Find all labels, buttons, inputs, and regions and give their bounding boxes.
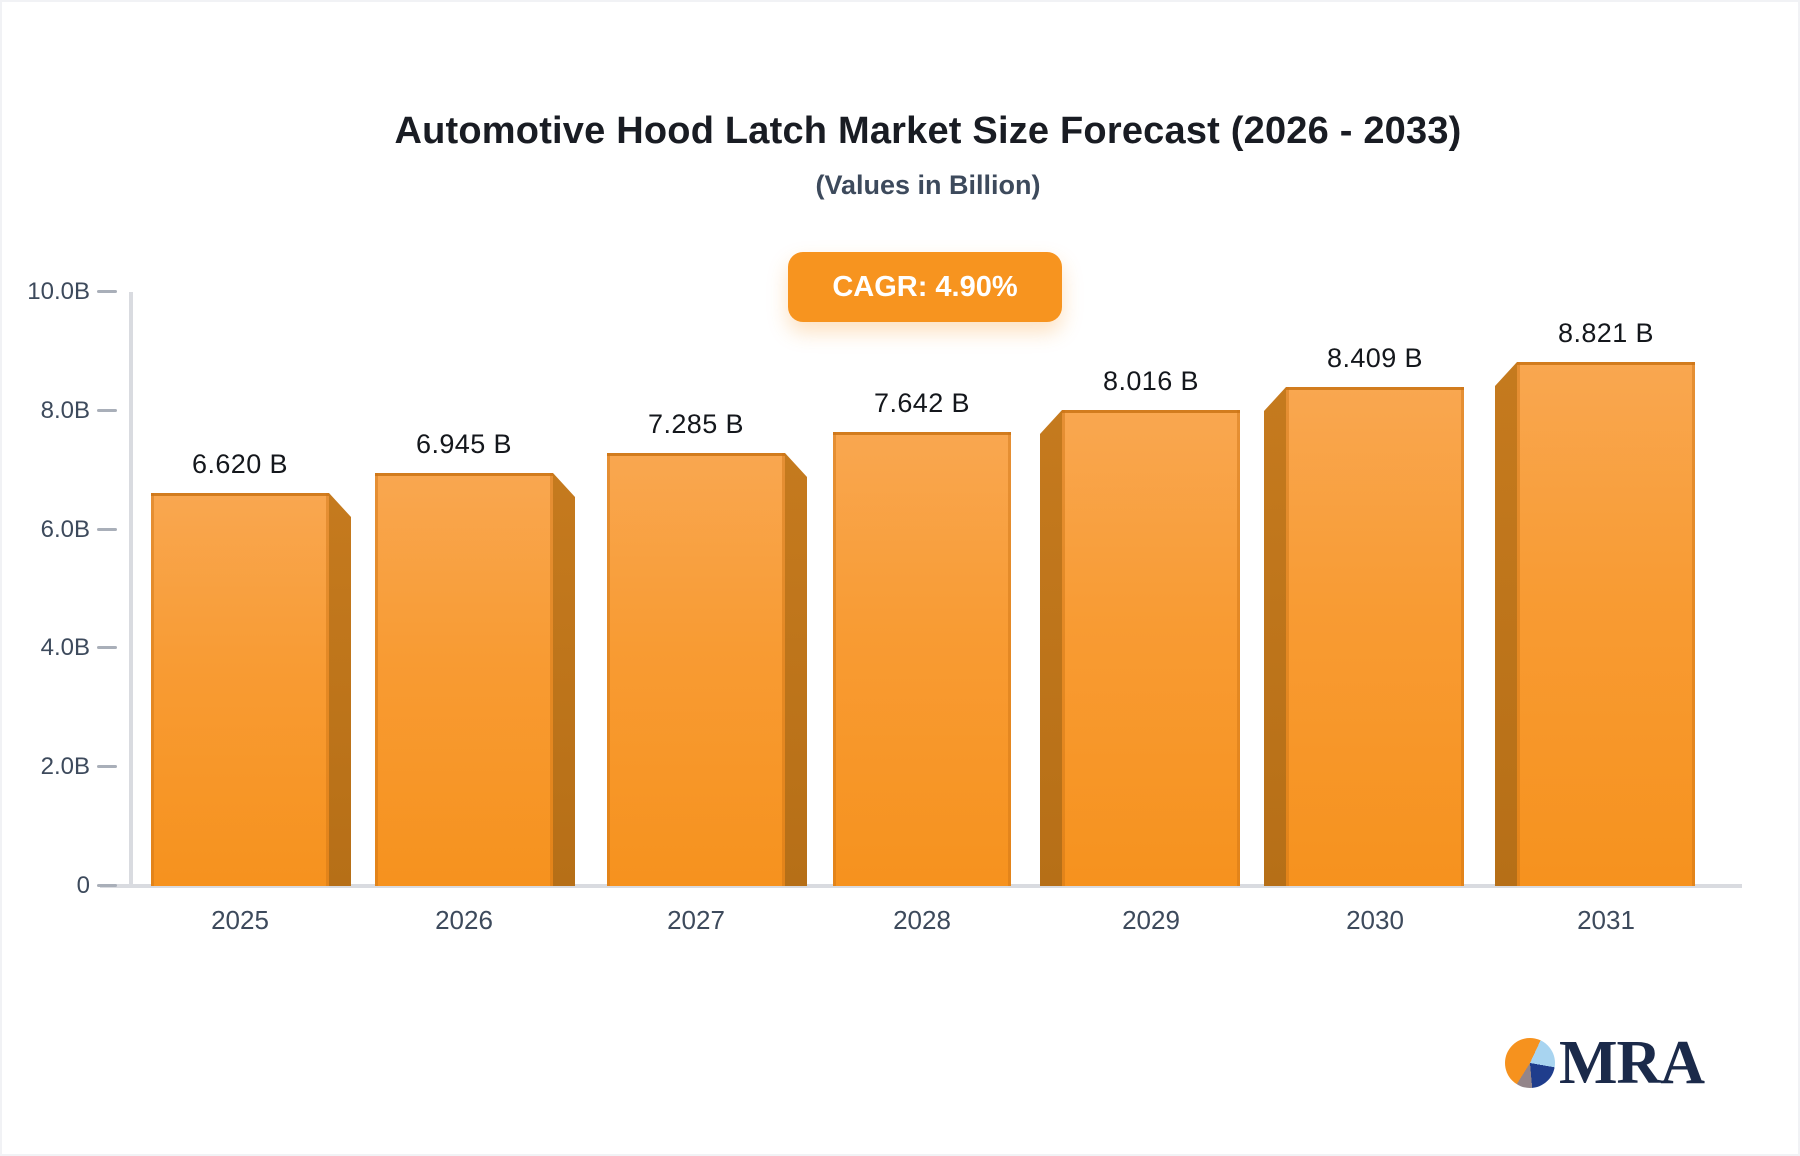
x-tick-2025: 2025 <box>211 905 269 935</box>
y-tick-label-8.0B: 8.0B <box>40 397 90 424</box>
y-tick-label-10.0B: 10.0B <box>27 278 90 305</box>
y-tick-label-6.0B: 6.0B <box>40 516 90 543</box>
bar-3d-side-2025 <box>329 493 351 886</box>
y-tick-dash-0 <box>97 884 117 887</box>
y-tick-label-4.0B: 4.0B <box>40 634 90 661</box>
bar-2031[interactable] <box>1517 362 1695 886</box>
y-tick-dash-4.0B <box>97 646 117 649</box>
x-tick-2030: 2030 <box>1346 905 1404 935</box>
y-tick-dash-6.0B <box>97 528 117 531</box>
mra-logo: MRA <box>1505 1029 1705 1097</box>
bar-value-label-2028: 7.642 B <box>874 388 970 418</box>
bar-3d-side-2031 <box>1495 362 1517 886</box>
bar-2027[interactable] <box>607 453 785 886</box>
bar-value-label-2029: 8.016 B <box>1103 366 1199 396</box>
x-tick-2029: 2029 <box>1122 905 1180 935</box>
x-tick-2031: 2031 <box>1577 905 1635 935</box>
x-tick-2027: 2027 <box>667 905 725 935</box>
bar-2028[interactable] <box>833 432 1011 886</box>
bar-value-label-2026: 6.945 B <box>416 429 512 459</box>
x-tick-2028: 2028 <box>893 905 951 935</box>
pie-chart-logo-icon <box>1505 1038 1555 1088</box>
bar-2025[interactable] <box>151 493 329 886</box>
bar-value-label-2027: 7.285 B <box>648 409 744 439</box>
x-tick-2026: 2026 <box>435 905 493 935</box>
y-tick-dash-8.0B <box>97 409 117 412</box>
bar-value-label-2030: 8.409 B <box>1327 343 1423 373</box>
bar-3d-side-2027 <box>785 453 807 886</box>
y-tick-dash-2.0B <box>97 765 117 768</box>
bar-2030[interactable] <box>1286 387 1464 886</box>
y-tick-label-2.0B: 2.0B <box>40 753 90 780</box>
bar-3d-side-2030 <box>1264 387 1286 886</box>
bar-value-label-2025: 6.620 B <box>192 449 288 479</box>
logo-text: MRA <box>1559 1029 1705 1097</box>
chart-title: Automotive Hood Latch Market Size Foreca… <box>394 110 1462 152</box>
bar-2029[interactable] <box>1062 410 1240 886</box>
y-tick-dash-10.0B <box>97 290 117 293</box>
bar-value-label-2031: 8.821 B <box>1558 318 1654 348</box>
y-tick-label-0: 0 <box>76 872 90 899</box>
cagr-badge: CAGR: 4.90% <box>788 252 1062 322</box>
y-axis-line <box>129 292 133 888</box>
bar-3d-side-2026 <box>553 473 575 886</box>
bar-3d-side-2029 <box>1040 410 1062 886</box>
bar-2026[interactable] <box>375 473 553 886</box>
x-axis-baseline <box>100 884 1742 888</box>
chart-subtitle: (Values in Billion) <box>815 170 1041 200</box>
